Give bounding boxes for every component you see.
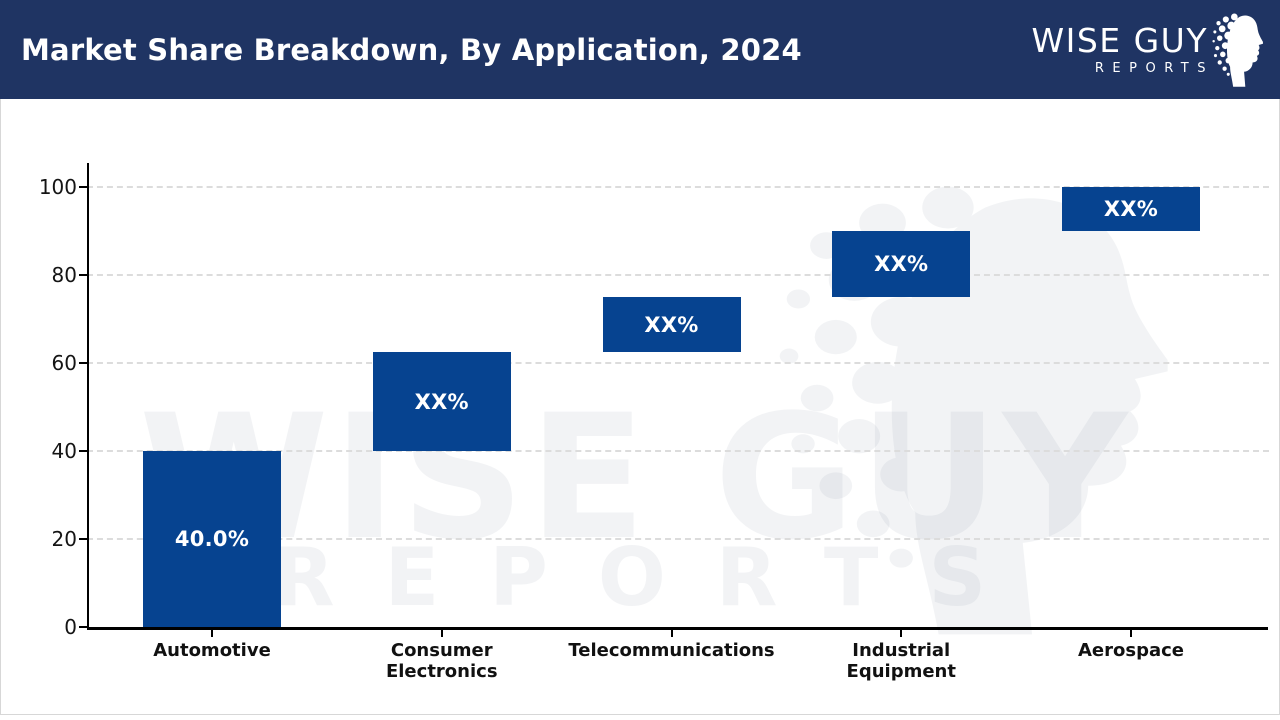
- x-category-line: Aerospace: [1077, 640, 1184, 661]
- gridline: [87, 362, 1269, 364]
- head-profile-icon: [1212, 13, 1263, 87]
- bar-industrial-equipment: XX%: [832, 231, 971, 297]
- x-category-label: Telecommunications: [557, 640, 787, 661]
- chart-card: WISE GUY REPORTS 0 20 40 60 80 100 40.0% XX% XX…: [0, 99, 1280, 715]
- bar-automotive: 40.0%: [143, 451, 281, 627]
- y-axis-spine: [87, 163, 89, 629]
- y-tick-mark: [79, 450, 87, 452]
- gridline: [87, 186, 1269, 188]
- bar-consumer-electronics: XX%: [372, 352, 511, 451]
- x-category-label: Automotive: [97, 640, 327, 661]
- y-tick-mark: [79, 186, 87, 188]
- y-tick-label: 40: [51, 439, 77, 463]
- x-tick-mark: [211, 630, 213, 637]
- x-category-line: Electronics: [385, 661, 498, 682]
- y-tick-mark: [79, 362, 87, 364]
- chart-title: Market Share Breakdown, By Application, …: [21, 32, 802, 67]
- x-category-label: Consumer Electronics: [327, 640, 557, 682]
- logo-head-icon: [1210, 12, 1266, 88]
- bar-value-label: 40.0%: [174, 527, 250, 551]
- gridline: [87, 274, 1269, 276]
- x-category-label: Industrial Equipment: [786, 640, 1016, 682]
- header: Market Share Breakdown, By Application, …: [0, 0, 1280, 99]
- logo-subtext: REPORTS: [1094, 61, 1214, 76]
- watermark-wordmark: WISE GUY: [139, 377, 1132, 578]
- x-category-line: Industrial: [852, 640, 951, 661]
- y-tick-label: 80: [51, 263, 77, 287]
- y-tick-mark: [79, 538, 87, 540]
- bar-value-label: XX%: [414, 389, 469, 414]
- y-tick-label: 20: [51, 527, 77, 551]
- watermark-head-icon: [761, 177, 1191, 642]
- bar-value-label: XX%: [1103, 197, 1159, 221]
- y-tick-label: 60: [51, 351, 77, 375]
- y-tick-mark: [79, 274, 87, 276]
- x-category-line: Automotive: [153, 640, 271, 661]
- x-tick-mark: [670, 630, 673, 637]
- x-category-line: Telecommunications: [568, 640, 775, 661]
- bar-value-label: XX%: [644, 312, 699, 337]
- x-tick-mark: [900, 630, 903, 637]
- head-profile-watermark-icon: [779, 186, 1168, 635]
- x-category-line: Equipment: [846, 661, 956, 682]
- x-tick-mark: [440, 630, 443, 637]
- gridline: [87, 538, 1269, 540]
- bar-telecommunications: XX%: [602, 297, 741, 352]
- y-tick-label: 0: [64, 615, 77, 639]
- bar-aerospace: XX%: [1062, 187, 1200, 231]
- y-tick-label: 100: [38, 175, 77, 199]
- gridline: [87, 450, 1269, 452]
- logo-wordmark: WISE GUY: [1031, 21, 1208, 60]
- x-axis-spine: [87, 627, 1268, 630]
- watermark-subtext: REPORTS: [273, 531, 1037, 624]
- bar-value-label: XX%: [874, 252, 929, 276]
- x-category-line: Consumer: [390, 640, 493, 661]
- brand-logo: WISE GUY REPORTS: [1031, 12, 1280, 88]
- x-category-label: Aerospace: [1016, 640, 1246, 661]
- y-tick-mark: [79, 626, 87, 628]
- x-tick-mark: [1130, 630, 1132, 637]
